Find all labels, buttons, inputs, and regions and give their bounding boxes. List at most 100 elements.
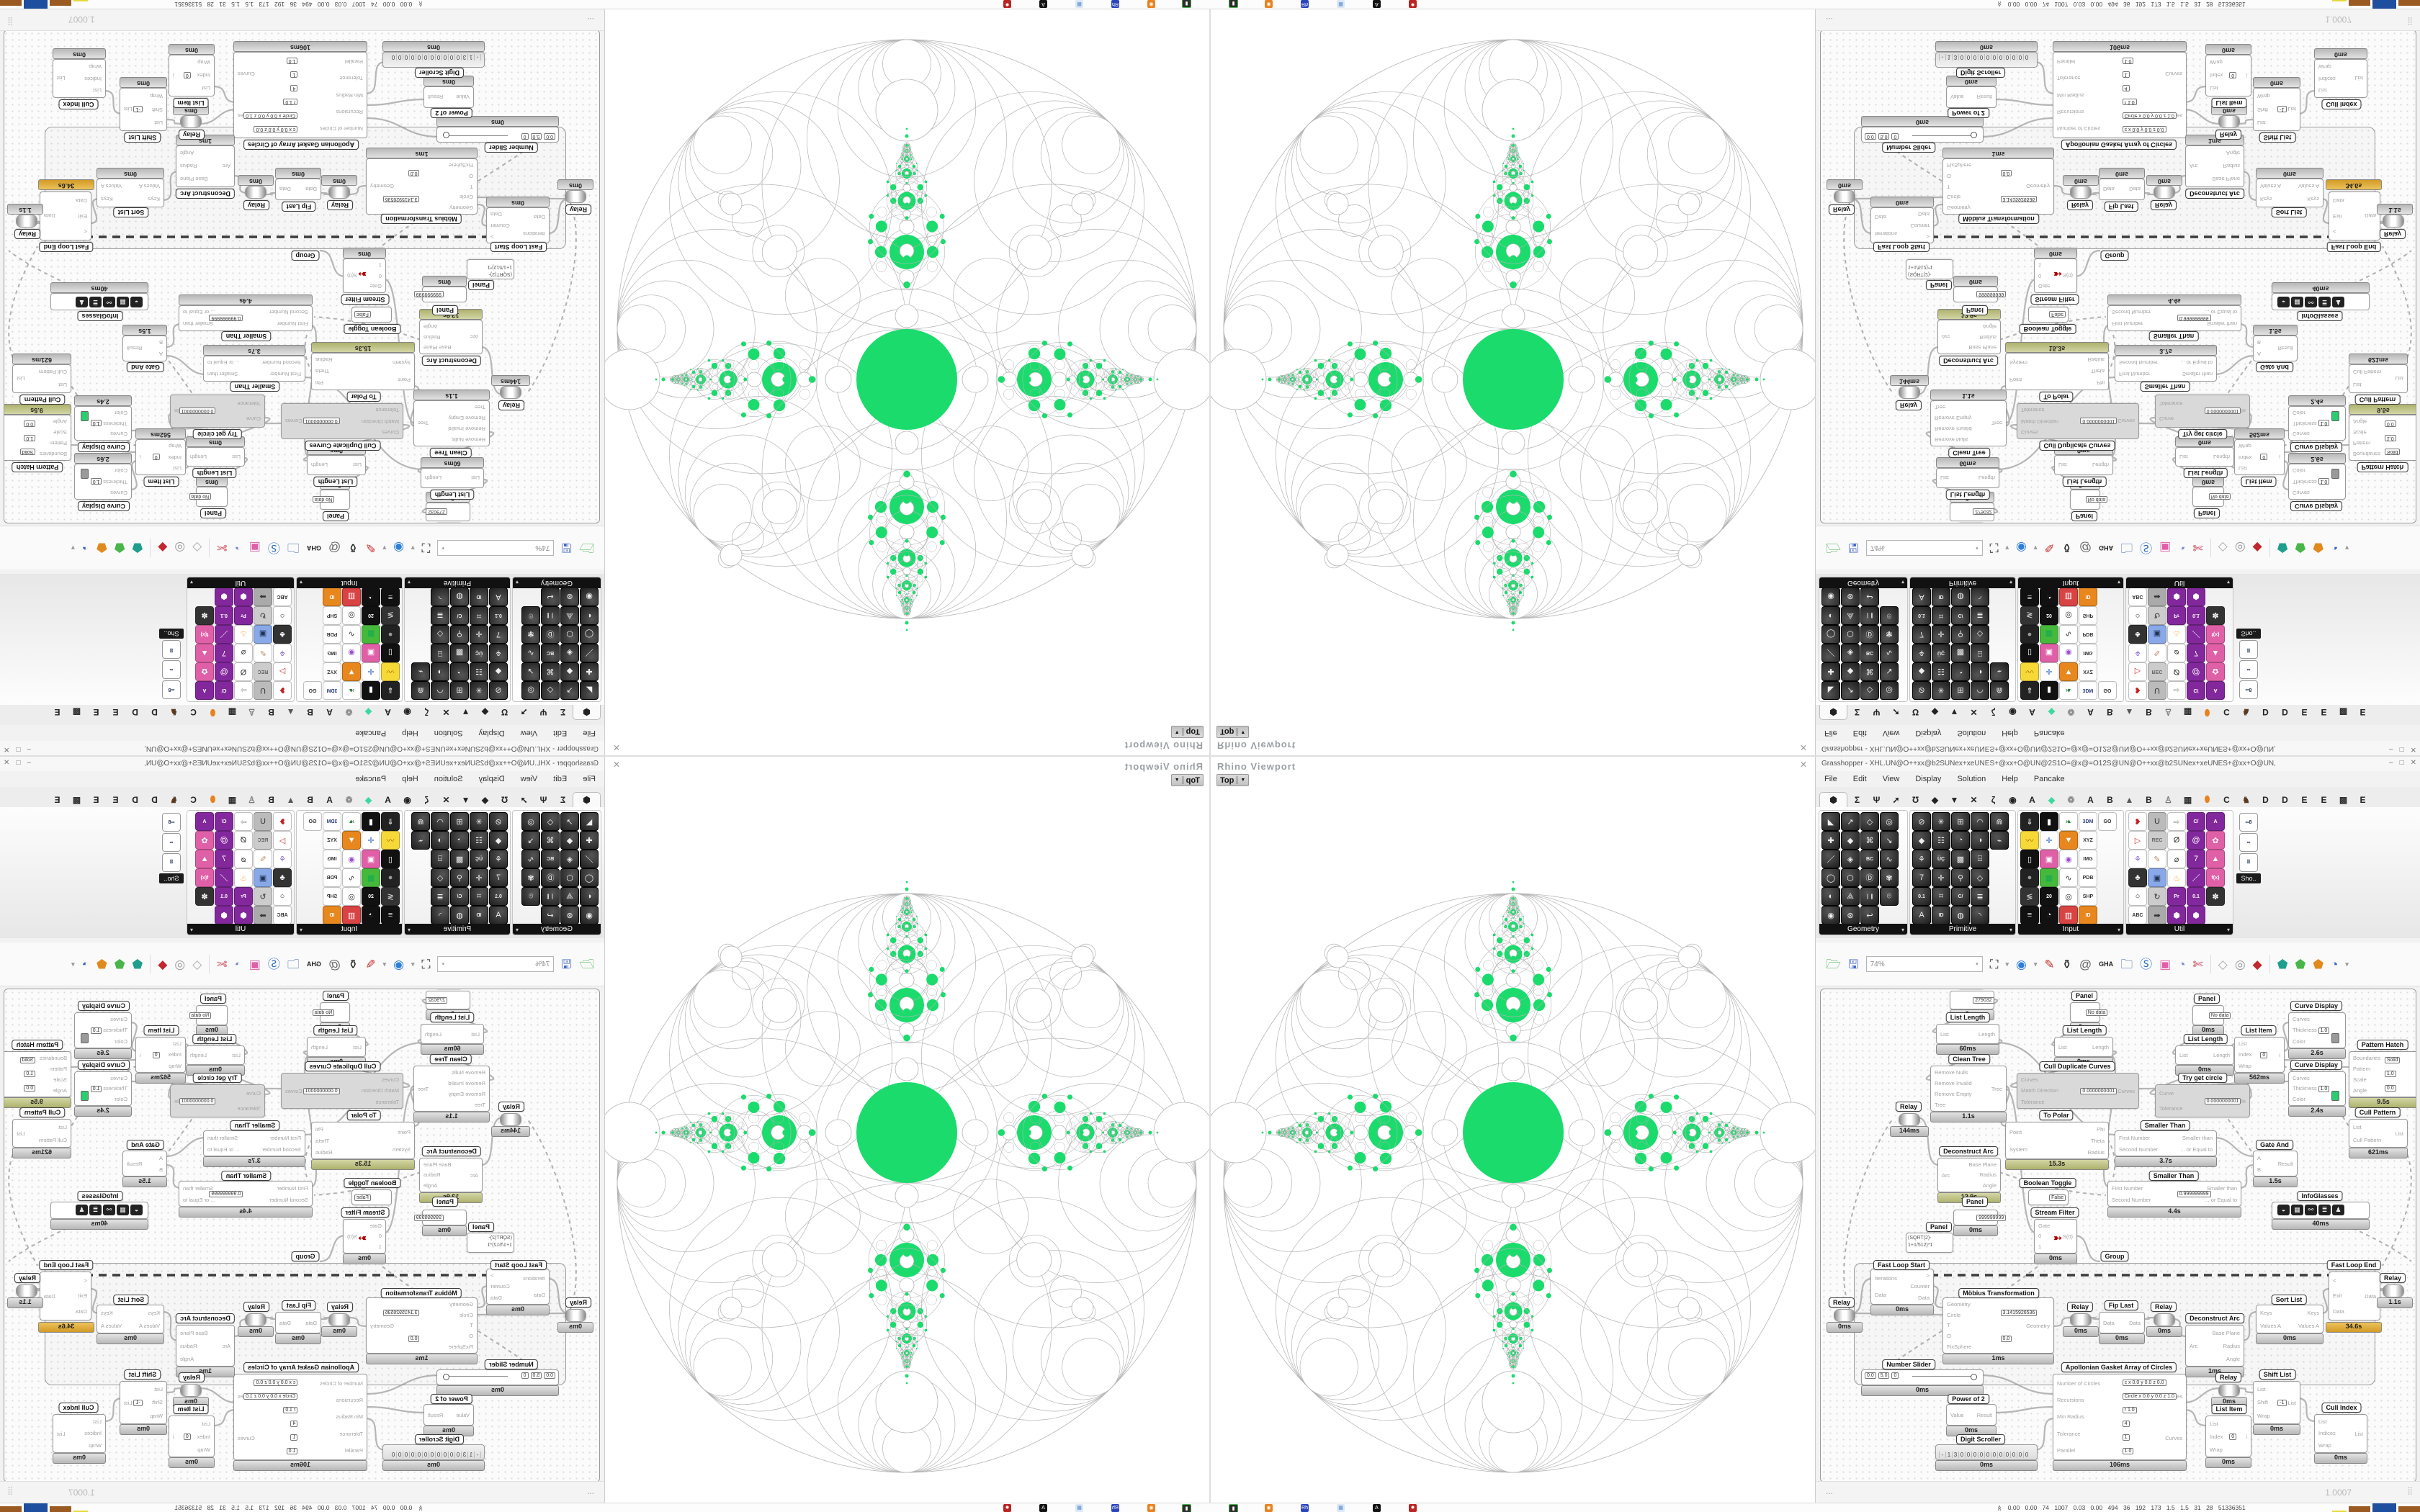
tab-icon[interactable]: D	[132, 795, 138, 805]
panel-icon[interactable]: ⇨	[234, 681, 253, 700]
panel-icon[interactable]: ⇓	[381, 681, 400, 700]
panel-icon[interactable]: ◆	[1912, 831, 1931, 850]
tab-icon[interactable]: A	[385, 707, 391, 717]
show-icon[interactable]: ⍐	[2239, 640, 2258, 659]
node[interactable]: No data	[2070, 490, 2108, 510]
chevron-icon[interactable]: ≪	[1996, 1, 2003, 7]
node[interactable]: Value Result	[424, 86, 474, 108]
node[interactable]: First Number Second Number Smaller than...…	[2115, 356, 2217, 382]
panel-icon[interactable]: ◠	[431, 812, 449, 831]
panel-icon[interactable]: ✽	[2206, 887, 2225, 906]
value-box[interactable]: 0.0000000001	[2204, 408, 2241, 415]
node-tag[interactable]: Panel	[200, 508, 227, 518]
toolbar-icon[interactable]: 🗀	[2120, 957, 2133, 971]
panel-label[interactable]: Input ▾	[297, 577, 402, 588]
toolbar-icon[interactable]: @	[2079, 957, 2092, 971]
panel-icon[interactable]: 7	[489, 625, 508, 644]
panel-icon[interactable]: 7	[1912, 625, 1931, 644]
tab-icon[interactable]: ▩	[2339, 795, 2348, 805]
panel-icon[interactable]: ◐	[580, 606, 599, 625]
tab-icon[interactable]: ➚	[1892, 795, 1900, 805]
menu-item[interactable]: File	[583, 729, 596, 737]
panel-icon[interactable]: ≡	[381, 906, 400, 924]
node-tag[interactable]: Gate And	[127, 1140, 164, 1150]
node[interactable]: Curves Thickness Color 1.0	[2288, 464, 2346, 500]
toolbar-icon[interactable]: 🗀	[287, 541, 300, 555]
panel-icon[interactable]: ⌸	[431, 850, 449, 868]
tab-icon[interactable]: B	[2146, 795, 2152, 805]
panel-icon[interactable]: C/	[1951, 887, 1970, 906]
panel-icon[interactable]: XYZ	[2079, 831, 2097, 850]
node-tag[interactable]: Relay	[178, 1372, 205, 1382]
value-box[interactable]: 5.0	[1878, 133, 1890, 140]
node-tag[interactable]: To Polar	[2039, 1110, 2074, 1120]
toolbar-icon[interactable]: ◔	[2178, 541, 2186, 555]
panel-icon[interactable]: ⊞	[450, 812, 469, 831]
panel-icon[interactable]: ○	[2128, 606, 2147, 625]
panel-icon[interactable]: C/	[2187, 812, 2205, 831]
value-box[interactable]: 0.0	[2000, 1335, 2012, 1342]
panel-icon[interactable]: ○	[273, 606, 292, 625]
node[interactable]: 999999999	[1953, 1210, 2007, 1225]
node[interactable]: Curves Thickness Color 1.0	[74, 406, 132, 441]
panel-icon[interactable]: A	[195, 812, 214, 831]
value-box[interactable]: 0.0000000001	[179, 1097, 216, 1104]
value-box[interactable]: No data	[2085, 496, 2108, 503]
node-tag[interactable]: Relay	[1895, 400, 1922, 410]
title-bar[interactable]: Grasshopper - XHL.UN@O++xx@b2SUNex+xeUNE…	[0, 757, 604, 772]
node-tag[interactable]: To Polar	[346, 392, 381, 402]
taskbar-icon[interactable]: ▮	[1229, 1504, 1238, 1512]
menu-item[interactable]: Display	[1915, 775, 1942, 783]
panel-icon[interactable]: ♨	[2167, 625, 2186, 644]
toolbar-icon[interactable]: ▾	[2345, 544, 2349, 552]
node[interactable]	[1899, 1113, 1920, 1126]
panel-icon[interactable]: Ⓓ	[1860, 868, 1879, 887]
zoom-combo[interactable]: 74% ▾	[437, 956, 555, 972]
node[interactable]: No data	[312, 1002, 350, 1022]
panel-icon[interactable]: ≡	[2020, 906, 2039, 924]
value-box[interactable]: 5.0	[530, 133, 542, 140]
tab-icon[interactable]: E	[112, 795, 119, 805]
panel-icon[interactable]: ●	[381, 625, 400, 644]
view-dropdown[interactable]: Top ▼	[1170, 774, 1204, 786]
node-tag[interactable]: Power of 2	[1948, 1394, 1989, 1404]
node-tag[interactable]: Clean Tree	[1948, 1054, 1990, 1064]
panel-icon[interactable]: 3DM	[323, 812, 341, 831]
panel-icon[interactable]: ☷	[470, 831, 488, 850]
panel-icon[interactable]: ⊛	[560, 588, 579, 606]
node[interactable]: Boundaries Pattern Scale Angle Solid 1.0 0.0	[2349, 415, 2416, 461]
node-tag[interactable]: Möbius Transformation	[381, 1288, 462, 1298]
node-tag[interactable]: Relay	[565, 204, 592, 215]
node-tag[interactable]: Relay	[2379, 229, 2406, 239]
value-box[interactable]: 3.1415926536	[2000, 196, 2038, 203]
node-tag[interactable]: Deconstruct Arc	[422, 356, 481, 366]
panel-icon[interactable]: ▲	[195, 850, 214, 868]
value-box[interactable]: 0.0	[544, 1372, 555, 1379]
node-tag[interactable]: Fast Loop End	[39, 1260, 94, 1270]
zoom-combo[interactable]: 74% ▾	[1865, 540, 1983, 556]
node[interactable]	[1834, 190, 1855, 203]
node-tag[interactable]: Curve Display	[2290, 501, 2343, 511]
toolbar-icon[interactable]: GHA	[2099, 544, 2114, 552]
tab-icon[interactable]: B	[307, 707, 313, 717]
node-tag[interactable]: Relay	[1828, 204, 1855, 215]
panel-icon[interactable]: ⬡	[1841, 868, 1860, 887]
panel-icon[interactable]: ⌁	[1990, 831, 2009, 850]
toolbar-icon[interactable]: ▾	[2005, 960, 2009, 968]
node-tag[interactable]: Panel	[431, 305, 459, 315]
tab-icon[interactable]: E	[2301, 707, 2308, 717]
toolbar-icon[interactable]: ◆	[158, 957, 168, 971]
show-icon[interactable]: ∞	[2239, 660, 2258, 679]
value-box[interactable]: Solid	[2384, 1057, 2401, 1064]
toolbar-icon[interactable]: ◔	[234, 541, 242, 555]
node[interactable]: Value Result	[424, 1404, 474, 1426]
panel-icon[interactable]: 〰	[2020, 831, 2039, 850]
panel-icon[interactable]: SHP	[323, 606, 341, 625]
toolbar-icon[interactable]: ✄	[2192, 957, 2203, 971]
node[interactable]: A B Result	[122, 1151, 167, 1176]
toolbar-icon[interactable]: ⬟	[2295, 541, 2306, 555]
value-box[interactable]: 0.999999999	[209, 1190, 243, 1197]
tab-icon[interactable]: ◆	[481, 795, 489, 805]
node-tag[interactable]: Panel	[2071, 511, 2098, 521]
node[interactable]	[565, 190, 586, 203]
